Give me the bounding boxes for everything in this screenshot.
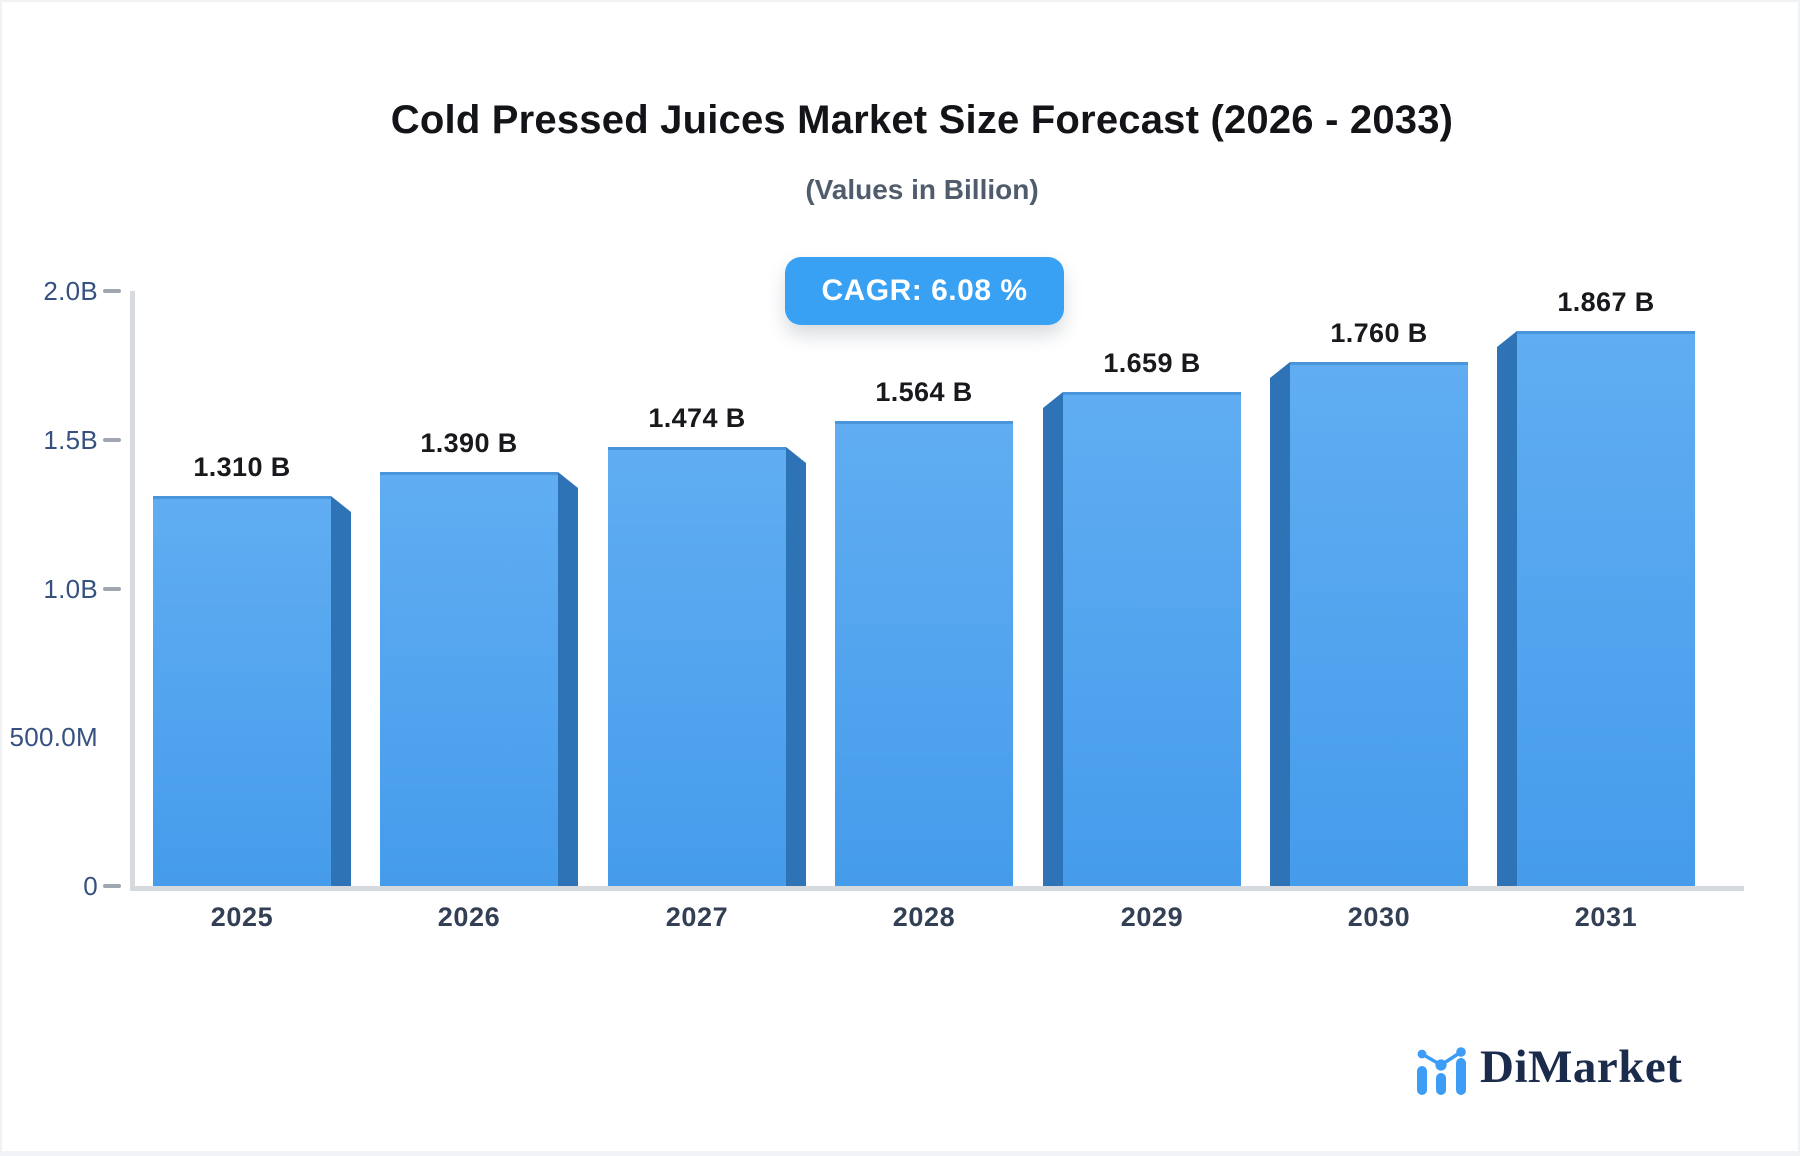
brand-name: DiMarket xyxy=(1480,1041,1683,1093)
x-axis-label: 2027 xyxy=(665,902,729,932)
y-tick-dash xyxy=(103,586,121,591)
x-axis-label: 2031 xyxy=(1574,902,1638,932)
bar-side-face xyxy=(786,447,806,886)
y-axis-label: 500.0M xyxy=(9,722,98,753)
bar-value-label: 1.659 B xyxy=(1103,348,1201,378)
bar-chart-logo-icon xyxy=(1417,1047,1466,1095)
y-axis-label: 1.0B xyxy=(43,573,98,604)
y-axis-label: 2.0B xyxy=(43,276,98,306)
x-axis-label: 2030 xyxy=(1347,902,1411,932)
bar-value-label: 1.390 B xyxy=(420,428,518,458)
bar xyxy=(153,496,331,886)
bar-side-face xyxy=(1043,392,1063,886)
brand-logo: DiMarket xyxy=(1416,1040,1682,1096)
x-axis-label: 2026 xyxy=(437,902,501,932)
y-axis-line xyxy=(130,291,135,886)
bar-side-face xyxy=(1497,331,1517,886)
bar-value-label: 1.474 B xyxy=(648,403,746,433)
x-axis-label: 2028 xyxy=(892,902,956,932)
bar-value-label: 1.564 B xyxy=(875,377,973,407)
x-axis-line xyxy=(130,886,1744,891)
x-axis-label: 2025 xyxy=(210,902,274,932)
y-axis-label: 0 xyxy=(83,871,98,901)
bar-value-label: 1.310 B xyxy=(193,452,291,482)
bar-side-face xyxy=(1270,362,1290,886)
cagr-badge: CAGR: 6.08 % xyxy=(785,257,1064,325)
bar xyxy=(1517,331,1695,886)
bar-value-label: 1.867 B xyxy=(1557,287,1655,317)
bar-side-face xyxy=(558,472,578,886)
chart-subtitle: (Values in Billion) xyxy=(805,174,1039,205)
y-tick-dash xyxy=(103,289,121,293)
bar-value-label: 1.760 B xyxy=(1330,318,1428,348)
y-axis-label: 1.5B xyxy=(43,424,98,455)
x-axis-label: 2029 xyxy=(1120,902,1184,932)
bar xyxy=(835,421,1013,886)
y-tick-dash xyxy=(103,437,121,442)
bar xyxy=(1290,362,1468,886)
bar xyxy=(1063,392,1241,886)
bar xyxy=(608,447,786,886)
chart-title: Cold Pressed Juices Market Size Forecast… xyxy=(390,98,1454,142)
bar xyxy=(380,472,558,886)
y-tick-dash xyxy=(103,884,121,888)
bar-side-face xyxy=(331,496,351,886)
